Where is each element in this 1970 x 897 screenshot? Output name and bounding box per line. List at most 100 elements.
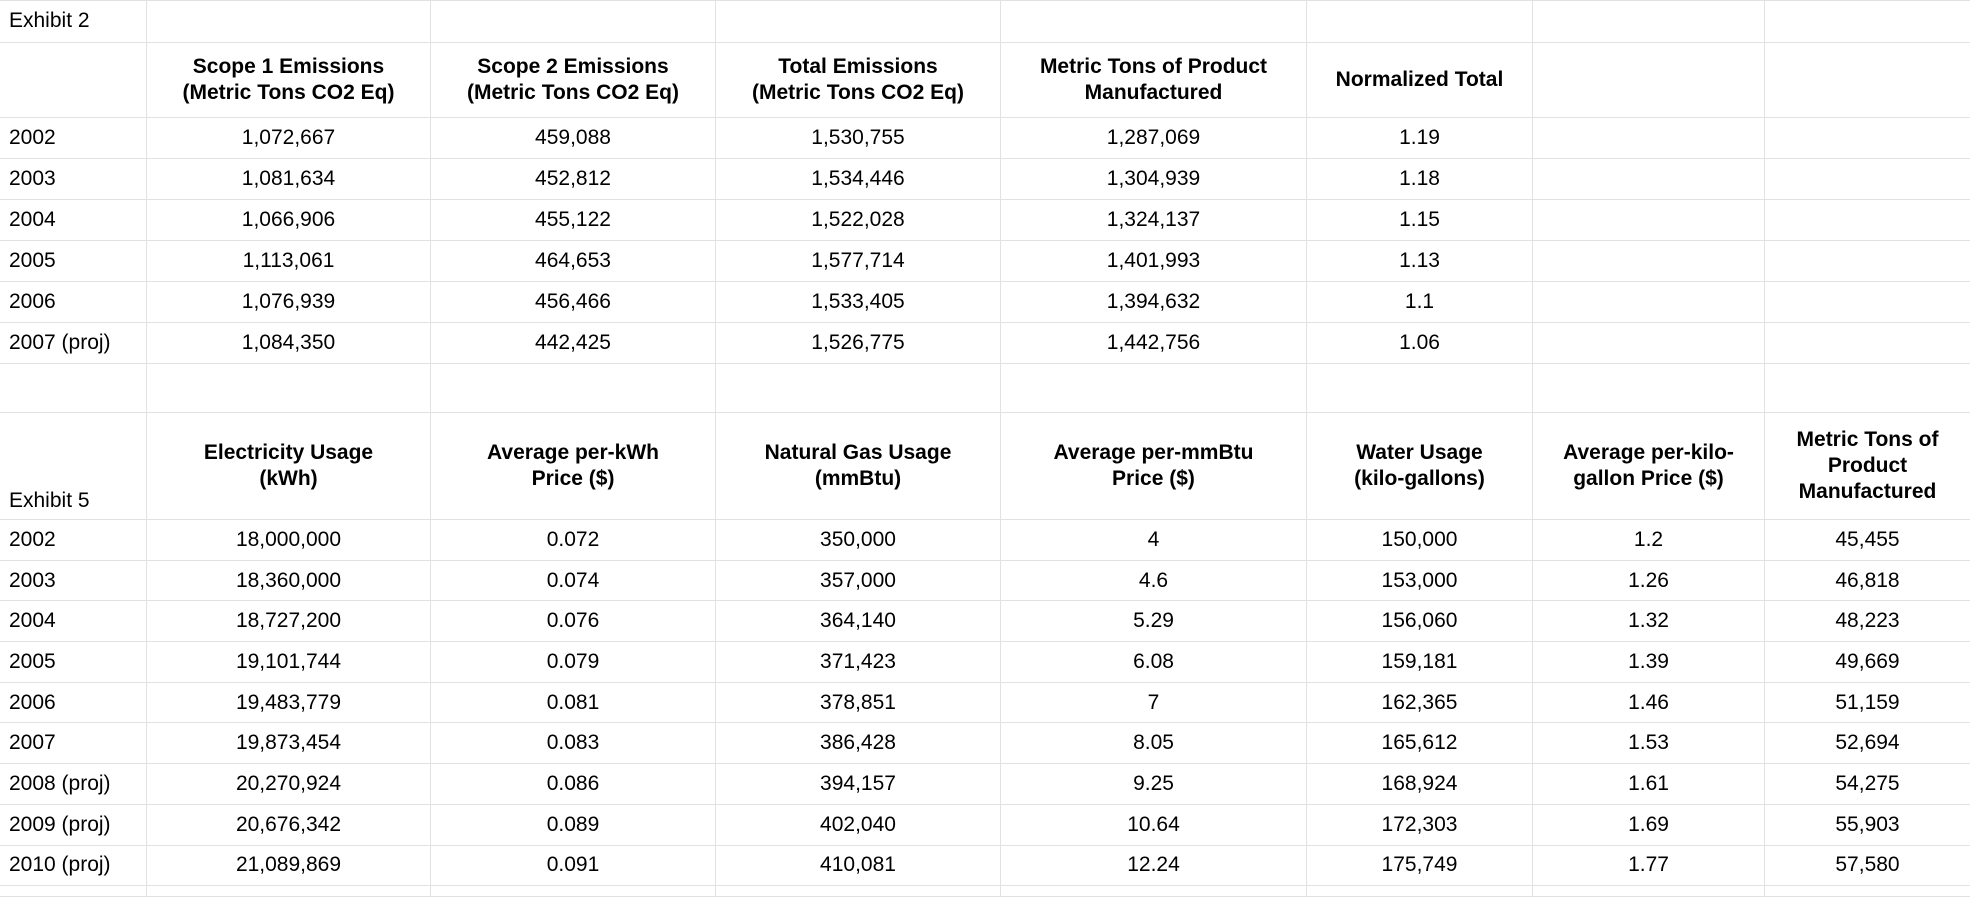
empty-cell[interactable] xyxy=(1533,241,1765,282)
cell[interactable]: 1,081,634 xyxy=(147,159,431,200)
cell[interactable]: 1.15 xyxy=(1307,200,1533,241)
row-label[interactable]: 2002 xyxy=(0,520,147,561)
cell[interactable]: 159,181 xyxy=(1307,642,1533,683)
empty-cell[interactable] xyxy=(0,364,147,413)
cell[interactable]: 464,653 xyxy=(431,241,716,282)
cell[interactable]: 1.1 xyxy=(1307,282,1533,323)
cell[interactable]: 1,113,061 xyxy=(147,241,431,282)
cell[interactable]: 1,442,756 xyxy=(1001,323,1307,364)
empty-cell[interactable] xyxy=(147,886,431,897)
cell[interactable]: 49,669 xyxy=(1765,642,1970,683)
empty-cell[interactable] xyxy=(716,886,1001,897)
cell[interactable]: 45,455 xyxy=(1765,520,1970,561)
empty-cell[interactable] xyxy=(1765,323,1970,364)
column-header[interactable]: Metric Tons of Product Manufactured xyxy=(1001,43,1307,118)
cell[interactable]: 1,522,028 xyxy=(716,200,1001,241)
empty-cell[interactable] xyxy=(1533,282,1765,323)
empty-cell[interactable] xyxy=(1307,886,1533,897)
cell[interactable]: 165,612 xyxy=(1307,723,1533,765)
empty-cell[interactable] xyxy=(1765,364,1970,413)
cell[interactable]: 18,727,200 xyxy=(147,601,431,643)
cell[interactable]: 46,818 xyxy=(1765,561,1970,602)
exhibit-5-label[interactable]: Exhibit 5 xyxy=(0,413,147,520)
row-label[interactable]: 2006 xyxy=(0,282,147,323)
empty-cell[interactable] xyxy=(1533,200,1765,241)
cell[interactable]: 459,088 xyxy=(431,118,716,159)
cell[interactable]: 350,000 xyxy=(716,520,1001,561)
column-header[interactable]: Total Emissions (Metric Tons CO2 Eq) xyxy=(716,43,1001,118)
empty-cell[interactable] xyxy=(1765,118,1970,159)
cell[interactable]: 0.086 xyxy=(431,764,716,805)
cell[interactable]: 1.2 xyxy=(1533,520,1765,561)
empty-cell[interactable] xyxy=(0,886,147,897)
empty-cell[interactable] xyxy=(1001,364,1307,413)
cell[interactable]: 1,287,069 xyxy=(1001,118,1307,159)
cell[interactable]: 4.6 xyxy=(1001,560,1307,602)
cell[interactable]: 153,000 xyxy=(1307,560,1533,602)
empty-cell[interactable] xyxy=(1001,1,1307,43)
empty-cell[interactable] xyxy=(716,1,1001,43)
cell[interactable]: 455,122 xyxy=(431,200,716,241)
cell[interactable]: 1,530,755 xyxy=(716,118,1001,159)
cell[interactable]: 10.64 xyxy=(1001,804,1307,846)
empty-cell[interactable] xyxy=(1533,159,1765,200)
cell[interactable]: 19,483,779 xyxy=(147,682,431,724)
cell[interactable]: 20,676,342 xyxy=(147,804,431,846)
column-header[interactable]: Average per-kWh Price ($) xyxy=(431,413,716,520)
cell[interactable]: 1.69 xyxy=(1533,804,1765,846)
cell[interactable]: 1,526,775 xyxy=(716,323,1001,364)
cell[interactable]: 21,089,869 xyxy=(147,845,431,887)
row-label[interactable]: 2007 (proj) xyxy=(0,323,147,364)
cell[interactable]: 20,270,924 xyxy=(147,764,431,805)
column-header[interactable]: Natural Gas Usage (mmBtu) xyxy=(716,413,1001,520)
cell[interactable]: 1,533,405 xyxy=(716,282,1001,323)
cell[interactable]: 1.61 xyxy=(1533,764,1765,805)
cell[interactable]: 410,081 xyxy=(716,845,1001,887)
selected-cell[interactable]: 357,000 xyxy=(716,560,1001,602)
column-header[interactable]: Normalized Total xyxy=(1307,43,1533,118)
cell[interactable]: 18,360,000 xyxy=(147,560,431,602)
cell[interactable]: 0.074 xyxy=(431,560,716,602)
row-label[interactable]: 2003 xyxy=(0,560,147,602)
cell[interactable]: 1.18 xyxy=(1307,159,1533,200)
cell[interactable]: 1,534,446 xyxy=(716,159,1001,200)
empty-cell[interactable] xyxy=(1765,282,1970,323)
cell[interactable]: 1.06 xyxy=(1307,323,1533,364)
empty-cell[interactable] xyxy=(716,364,1001,413)
cell[interactable]: 386,428 xyxy=(716,723,1001,765)
empty-cell[interactable] xyxy=(1001,886,1307,897)
empty-cell[interactable] xyxy=(1533,364,1765,413)
empty-cell[interactable] xyxy=(1533,43,1765,118)
row-label[interactable]: 2004 xyxy=(0,601,147,643)
cell[interactable]: 1,401,993 xyxy=(1001,241,1307,282)
empty-cell[interactable] xyxy=(0,43,147,118)
empty-cell[interactable] xyxy=(1765,159,1970,200)
cell[interactable]: 1.19 xyxy=(1307,118,1533,159)
row-label[interactable]: 2010 (proj) xyxy=(0,845,147,887)
cell[interactable]: 52,694 xyxy=(1765,723,1970,765)
cell[interactable]: 19,101,744 xyxy=(147,642,431,683)
cell[interactable]: 150,000 xyxy=(1307,520,1533,561)
empty-cell[interactable] xyxy=(1533,1,1765,43)
cell[interactable]: 0.079 xyxy=(431,642,716,683)
cell[interactable]: 0.081 xyxy=(431,682,716,724)
cell[interactable]: 0.091 xyxy=(431,845,716,887)
exhibit-2-label[interactable]: Exhibit 2 xyxy=(0,1,147,43)
row-label[interactable]: 2005 xyxy=(0,642,147,683)
column-header[interactable]: Average per-mmBtu Price ($) xyxy=(1001,413,1307,520)
cell[interactable]: 168,924 xyxy=(1307,764,1533,805)
cell[interactable]: 1,304,939 xyxy=(1001,159,1307,200)
cell[interactable]: 0.072 xyxy=(431,520,716,561)
cell[interactable]: 456,466 xyxy=(431,282,716,323)
cell[interactable]: 172,303 xyxy=(1307,804,1533,846)
cell[interactable]: 1.26 xyxy=(1533,560,1765,602)
empty-cell[interactable] xyxy=(1533,118,1765,159)
row-label[interactable]: 2003 xyxy=(0,159,147,200)
cell[interactable]: 394,157 xyxy=(716,764,1001,805)
cell[interactable]: 1,394,632 xyxy=(1001,282,1307,323)
cell[interactable]: 156,060 xyxy=(1307,601,1533,643)
cell[interactable]: 1,084,350 xyxy=(147,323,431,364)
cell[interactable]: 442,425 xyxy=(431,323,716,364)
column-header[interactable]: Scope 1 Emissions (Metric Tons CO2 Eq) xyxy=(147,43,431,118)
cell[interactable]: 1.77 xyxy=(1533,845,1765,887)
